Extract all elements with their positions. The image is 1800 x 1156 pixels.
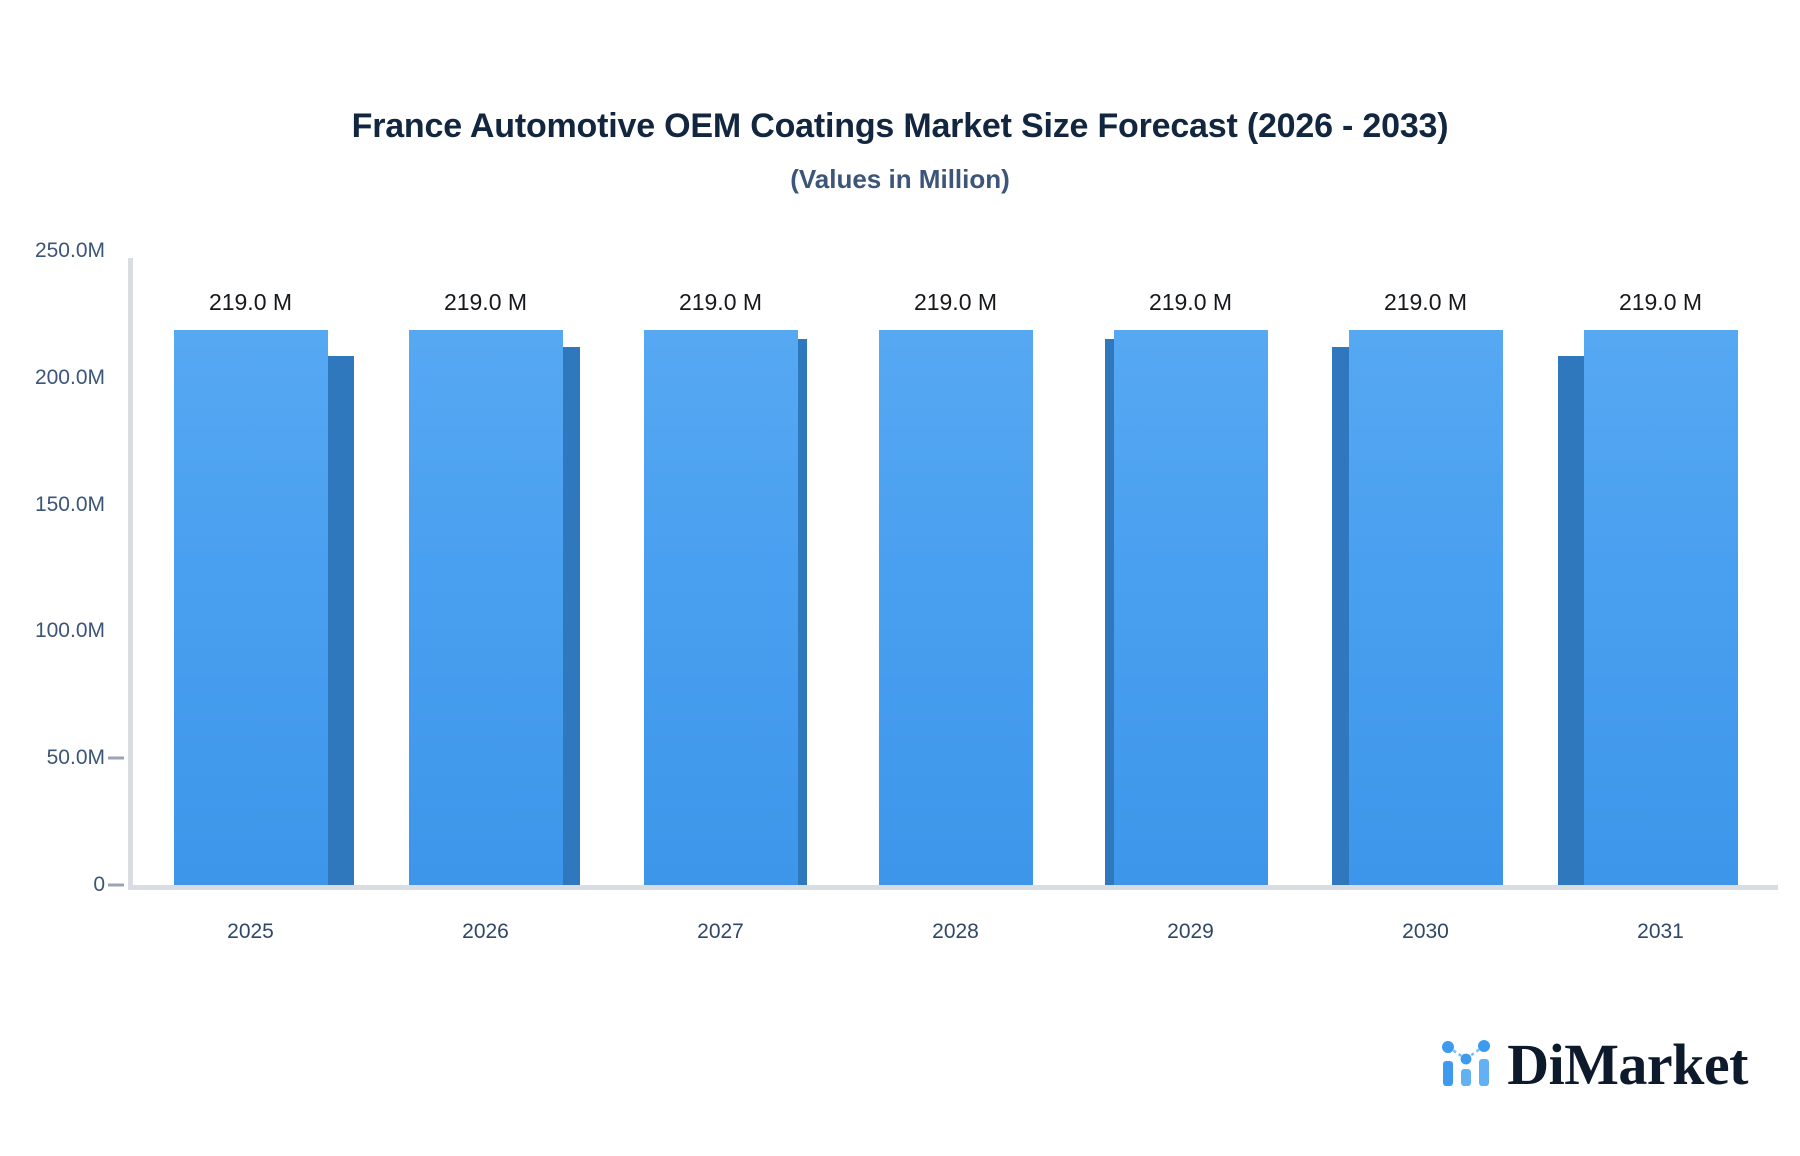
x-axis-tick-label: 2027 — [697, 920, 744, 943]
bar-side-face — [562, 346, 580, 885]
bar-value-label: 219.0 M — [443, 288, 528, 315]
bar-value-label: 219.0 M — [1618, 288, 1703, 315]
y-axis-tick-label: 150.0M — [34, 492, 105, 516]
x-axis-tick-label: 2028 — [932, 920, 979, 943]
bar-front-face — [1583, 329, 1738, 885]
bar-value-label: 219.0 M — [913, 288, 998, 315]
x-axis-tick-labels: 2025 2026 2027 2028 2029 2030 2031 — [133, 920, 1778, 960]
bar-side-face — [1331, 346, 1349, 885]
chart-subtitle: (Values in Million) — [790, 164, 1010, 195]
y-axis-line — [128, 258, 133, 888]
y-axis-tick-label: 250.0M — [34, 239, 105, 262]
bar-2026[interactable]: 219.0 M — [408, 245, 580, 885]
chart-title: France Automotive OEM Coatings Market Si… — [351, 107, 1449, 145]
bar-2030[interactable]: 219.0 M — [1331, 245, 1503, 885]
bar-front-face — [173, 329, 328, 885]
bar-front-face — [1113, 329, 1268, 885]
bar-value-label: 219.0 M — [1383, 288, 1468, 315]
brand-wordmark: DiMarket — [1507, 1032, 1748, 1097]
bar-value-label: 219.0 M — [1148, 288, 1233, 315]
bar-side-face — [327, 355, 354, 885]
x-axis-tick-label: 2031 — [1637, 920, 1684, 943]
bar-value-label: 219.0 M — [678, 288, 763, 315]
bar-front-face — [643, 329, 798, 885]
bar-front-face — [408, 329, 563, 885]
x-axis-tick-label: 2030 — [1402, 920, 1449, 943]
y-axis-tick-label: 0 — [93, 873, 105, 896]
y-axis-tick-mark — [108, 756, 124, 760]
y-axis-tick-label: 100.0M — [34, 619, 105, 643]
y-axis-tick-mark — [108, 883, 124, 887]
x-axis-tick-label: 2025 — [227, 920, 274, 943]
bar-side-face — [1557, 355, 1584, 885]
bar-2031[interactable]: 219.0 M — [1557, 245, 1738, 885]
x-axis-tick-label: 2026 — [462, 920, 509, 943]
x-axis-tick-label: 2029 — [1167, 920, 1214, 943]
bar-2029[interactable]: 219.0 M — [1104, 245, 1268, 885]
bars-layer: 219.0 M 219.0 M 219.0 M 219.0 M 219.0 M 219.0… — [133, 248, 1778, 888]
bar-side-face — [797, 338, 807, 885]
bar-2025[interactable]: 219.0 M — [173, 245, 354, 885]
bar-2027[interactable]: 219.0 M — [643, 245, 807, 885]
chart-header: France Automotive OEM Coatings Market Si… — [0, 0, 1800, 194]
bar-front-face — [878, 329, 1033, 885]
bar-value-label: 219.0 M — [208, 288, 293, 315]
y-axis-tick-label: 50.0M — [46, 746, 105, 770]
bar-2028[interactable]: 219.0 M — [878, 245, 1033, 885]
bar-side-face — [1104, 338, 1114, 885]
plot-area: 0 50.0M 100.0M 150.0M 200.0M 250.0M 219.0 M 21… — [0, 239, 1800, 908]
x-axis-line — [128, 885, 1778, 890]
bar-front-face — [1348, 329, 1503, 885]
bar-chart-trend-icon — [1439, 1037, 1493, 1094]
brand-logo: DiMarket — [1439, 1036, 1748, 1094]
y-axis-tick-label: 200.0M — [34, 365, 105, 389]
